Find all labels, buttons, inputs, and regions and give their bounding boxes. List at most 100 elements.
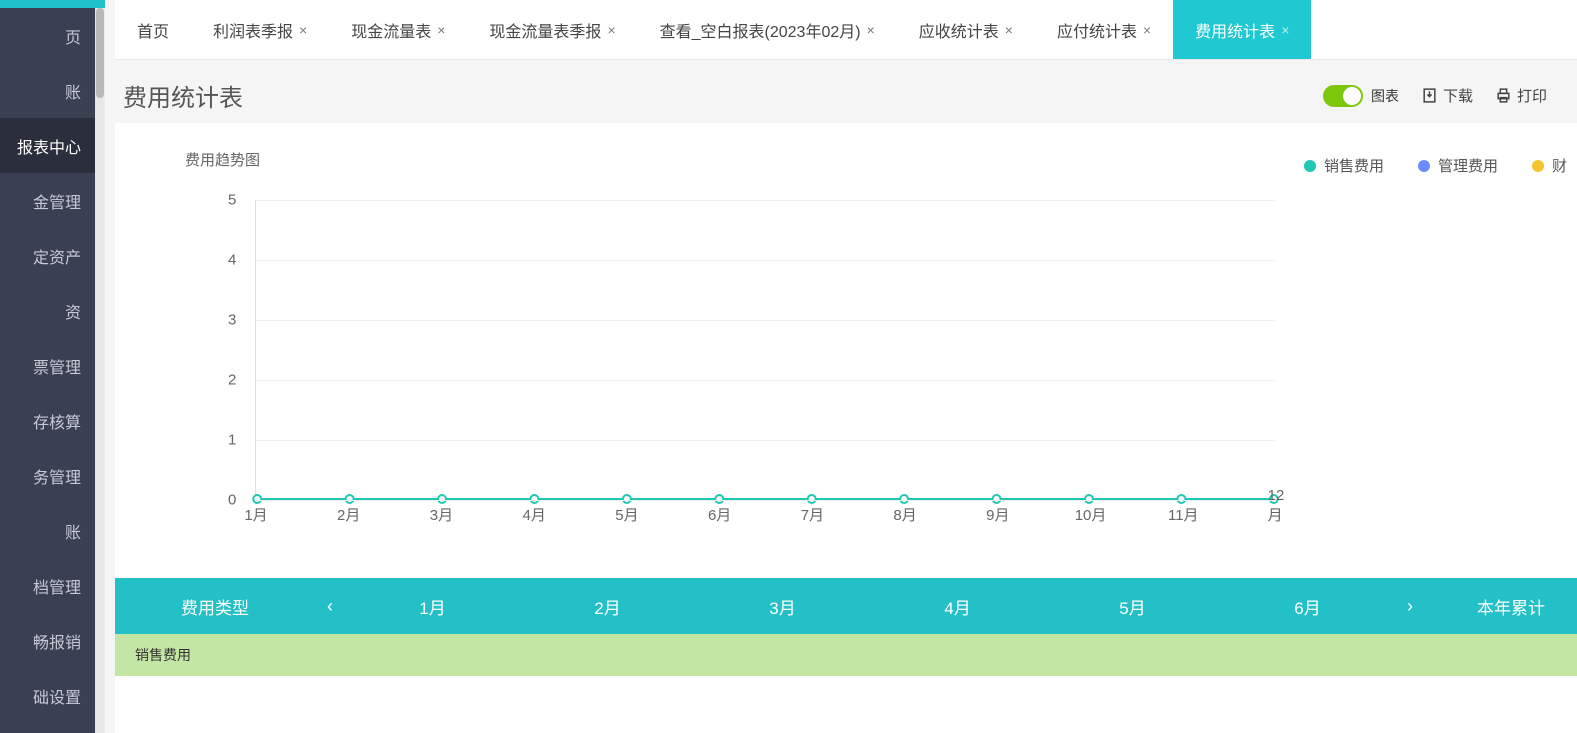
series-marker	[715, 495, 723, 503]
y-tick-label: 4	[228, 252, 236, 269]
sidebar-item-12[interactable]: 础设置	[0, 668, 105, 723]
tab-label: 现金流量表	[351, 18, 431, 42]
tab-label: 首页	[137, 18, 169, 42]
sidebar-item-9[interactable]: 账	[0, 503, 105, 558]
series-marker	[623, 495, 631, 503]
sidebar-item-6[interactable]: 票管理	[0, 338, 105, 393]
chart-area: 0123451月2月3月4月5月6月7月8月9月10月11月12月	[255, 200, 1275, 530]
series-marker	[346, 495, 354, 503]
table-row[interactable]: 销售费用	[115, 634, 1577, 676]
close-icon[interactable]: ×	[299, 22, 307, 38]
tab-label: 利润表季报	[213, 18, 293, 42]
series-marker	[438, 495, 446, 503]
sidebar-item-11[interactable]: 畅报销	[0, 613, 105, 668]
close-icon[interactable]: ×	[1281, 22, 1289, 38]
x-tick-label: 12月	[1268, 487, 1285, 525]
tab-7[interactable]: 费用统计表 ×	[1173, 0, 1311, 59]
legend-dot	[1304, 160, 1316, 172]
sidebar-item-0[interactable]: 页	[0, 8, 105, 63]
close-icon[interactable]: ×	[437, 22, 445, 38]
table-prev-months[interactable]: ‹	[315, 596, 345, 617]
print-button[interactable]: 打印	[1495, 85, 1547, 106]
download-button[interactable]: 下载	[1421, 85, 1473, 106]
sidebar: 页账报表中心金管理定资产资票管理存核算务管理账档管理畅报销础设置	[0, 8, 105, 733]
chart-svg	[256, 200, 1275, 499]
tab-3[interactable]: 现金流量表季报×	[467, 0, 637, 59]
legend-label: 销售费用	[1324, 155, 1384, 176]
series-marker	[1177, 495, 1185, 503]
sidebar-item-3[interactable]: 金管理	[0, 173, 105, 228]
tab-6[interactable]: 应付统计表 ×	[1035, 0, 1173, 59]
legend-item[interactable]: 管理费用	[1418, 155, 1498, 176]
x-tick-label: 9月	[986, 504, 1009, 525]
tab-5[interactable]: 应收统计表 ×	[897, 0, 1035, 59]
y-tick-label: 1	[228, 432, 236, 449]
sidebar-item-2[interactable]: 报表中心	[0, 118, 105, 173]
sidebar-item-7[interactable]: 存核算	[0, 393, 105, 448]
legend-dot	[1418, 160, 1430, 172]
legend-label: 财	[1552, 155, 1567, 176]
th-month: 3月	[695, 594, 870, 619]
legend-item[interactable]: 财	[1532, 155, 1567, 176]
table: 费用类型 ‹ 1月2月3月4月5月6月 › 本年累计 销售费用	[115, 578, 1577, 676]
sidebar-item-1[interactable]: 账	[0, 63, 105, 118]
gridline	[256, 320, 1275, 321]
chart-legend: 销售费用 管理费用 财	[1304, 155, 1567, 176]
tab-1[interactable]: 利润表季报 ×	[191, 0, 329, 59]
tab-4[interactable]: 查看_空白报表(2023年02月) ×	[638, 0, 897, 59]
tab-bar: 首页利润表季报×现金流量表×现金流量表季报×查看_空白报表(2023年02月)×…	[115, 0, 1577, 60]
y-tick-label: 5	[228, 192, 236, 209]
x-tick-label: 3月	[430, 504, 453, 525]
x-tick-label: 2月	[337, 504, 360, 525]
th-month: 4月	[870, 594, 1045, 619]
chart-plot: 0123451月2月3月4月5月6月7月8月9月10月11月12月	[255, 200, 1275, 500]
th-type: 费用类型	[115, 594, 315, 619]
series-marker	[993, 495, 1001, 503]
x-tick-label: 1月	[244, 504, 267, 525]
table-next-months[interactable]: ›	[1395, 596, 1425, 617]
tab-label: 费用统计表	[1195, 18, 1275, 42]
x-tick-label: 10月	[1075, 504, 1107, 525]
sidebar-item-4[interactable]: 定资产	[0, 228, 105, 283]
x-tick-label: 5月	[615, 504, 638, 525]
y-tick-label: 0	[228, 492, 236, 509]
th-month: 1月	[345, 594, 520, 619]
gridline	[256, 260, 1275, 261]
gridline	[256, 500, 1275, 501]
y-tick-label: 2	[228, 372, 236, 389]
gridline	[256, 200, 1275, 201]
chart-toggle[interactable]	[1323, 85, 1363, 107]
x-tick-label: 11月	[1168, 504, 1199, 525]
y-tick-label: 3	[228, 312, 236, 329]
close-icon[interactable]: ×	[607, 22, 615, 38]
sidebar-item-10[interactable]: 档管理	[0, 558, 105, 613]
series-marker	[253, 495, 261, 503]
sidebar-item-8[interactable]: 务管理	[0, 448, 105, 503]
series-marker	[530, 495, 538, 503]
tab-label: 应收统计表	[919, 18, 999, 42]
tab-label: 查看_空白报表(2023年02月)	[660, 18, 861, 42]
page-header: 费用统计表 图表 下载 打印	[115, 60, 1577, 123]
tab-2[interactable]: 现金流量表 ×	[329, 0, 467, 59]
close-icon[interactable]: ×	[867, 22, 875, 38]
download-icon	[1421, 87, 1438, 104]
sidebar-scrollbar[interactable]	[95, 8, 105, 733]
close-icon[interactable]: ×	[1143, 22, 1151, 38]
legend-label: 管理费用	[1438, 155, 1498, 176]
tab-0[interactable]: 首页	[115, 0, 191, 59]
series-marker	[808, 495, 816, 503]
series-marker	[900, 495, 908, 503]
th-month: 6月	[1220, 594, 1395, 619]
table-header-row: 费用类型 ‹ 1月2月3月4月5月6月 › 本年累计	[115, 578, 1577, 634]
gridline	[256, 440, 1275, 441]
chart-toggle-label: 图表	[1371, 86, 1399, 106]
print-label: 打印	[1517, 85, 1547, 106]
x-tick-label: 7月	[801, 504, 824, 525]
tab-label: 应付统计表	[1057, 18, 1137, 42]
print-icon	[1495, 87, 1512, 104]
chart-card: 费用趋势图 销售费用管理费用财 0123451月2月3月4月5月6月7月8月9月…	[115, 131, 1577, 560]
sidebar-item-5[interactable]: 资	[0, 283, 105, 338]
legend-dot	[1532, 160, 1544, 172]
close-icon[interactable]: ×	[1005, 22, 1013, 38]
legend-item[interactable]: 销售费用	[1304, 155, 1384, 176]
